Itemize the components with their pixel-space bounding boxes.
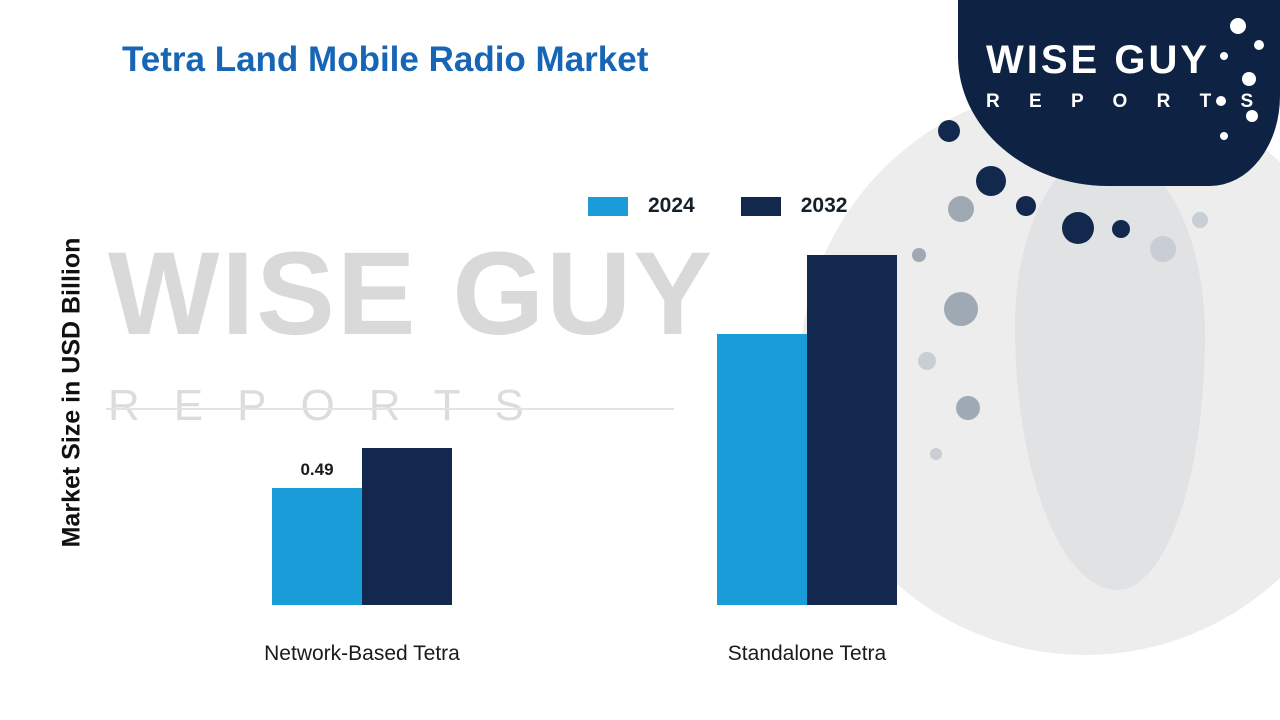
bar-pair: 0.49 — [270, 448, 454, 605]
bar-value-label: 0.49 — [300, 460, 334, 479]
bar-2024-standalone-tetra — [717, 334, 807, 605]
decor-dot — [912, 248, 926, 262]
page-title: Tetra Land Mobile Radio Market — [122, 40, 649, 79]
decor-dot — [956, 396, 980, 420]
decor-dot — [938, 120, 960, 142]
decor-dot — [948, 196, 974, 222]
brand-logo: WISE GUY R E P O R T S — [986, 38, 1265, 113]
logo-dot — [1230, 18, 1246, 34]
legend-item-2032: 2032 — [740, 194, 848, 218]
decor-dot — [1192, 212, 1208, 228]
face-silhouette — [1015, 150, 1205, 590]
decor-dot — [918, 352, 936, 370]
bar-2032-standalone-tetra — [807, 255, 897, 605]
logo-dot — [1246, 110, 1258, 122]
watermark: WISE GUY REPORTS — [105, 228, 715, 431]
legend-item-2024: 2024 — [588, 194, 695, 218]
decor-dot — [930, 448, 942, 460]
legend-label-2024: 2024 — [648, 194, 695, 217]
watermark-main: WISE GUY — [108, 228, 715, 360]
bar-2032-network-based-tetra — [362, 448, 452, 605]
logo-dot — [1220, 132, 1228, 140]
y-axis-label: Market Size in USD Billion — [57, 237, 86, 548]
logo-dot — [1242, 72, 1256, 86]
logo-subtitle: R E P O R T S — [986, 91, 1266, 112]
category-label-standalone-tetra: Standalone Tetra — [727, 641, 887, 665]
chart-legend: 2024 2032 — [588, 194, 847, 218]
bar-pair — [715, 255, 899, 605]
legend-swatch-2032 — [740, 196, 781, 216]
decor-dot — [1150, 236, 1176, 262]
logo-dot — [1216, 96, 1226, 106]
category-label-network-based-tetra: Network-Based Tetra — [264, 641, 460, 665]
watermark-sub: REPORTS — [105, 381, 714, 431]
decor-dot — [1016, 196, 1036, 216]
logo-dot — [1220, 52, 1228, 60]
legend-label-2032: 2032 — [800, 194, 848, 217]
bar-2024-network-based-tetra: 0.49 — [272, 460, 362, 605]
legend-swatch-2024 — [588, 196, 628, 216]
logo-background: WISE GUY R E P O R T S — [958, 0, 1280, 186]
decor-dot — [1112, 220, 1130, 238]
decor-dot — [944, 292, 978, 326]
decor-dot — [976, 166, 1006, 196]
decor-dot — [1062, 212, 1094, 244]
logo-title: WISE GUY — [986, 38, 1211, 82]
logo-dot — [1254, 40, 1264, 50]
